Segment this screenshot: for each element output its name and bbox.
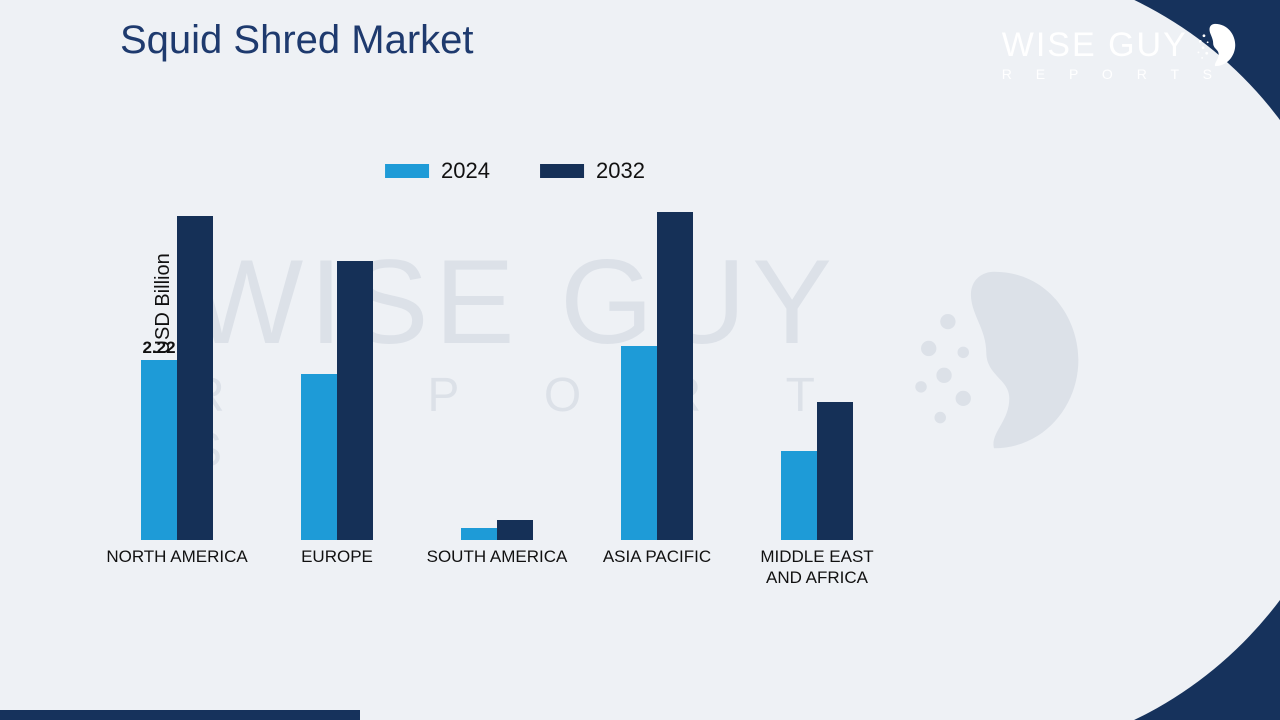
chart-plot-area: 2.22NORTH AMERICA EUROPE SOUTH AMERICA ASIA… [135,200,935,540]
bar-2024 [461,528,497,540]
bar-2032 [337,261,373,540]
category-label: MIDDLE EAST AND AFRICA [742,540,892,589]
category-label: SOUTH AMERICA [422,540,572,567]
brand-line1: WISE GUY [1002,26,1188,65]
category-label: EUROPE [262,540,412,567]
legend-swatch-2032 [540,164,584,178]
legend-label-2024: 2024 [441,158,490,184]
legend-swatch-2024 [385,164,429,178]
legend-item-2024: 2024 [385,158,490,184]
bar-2032 [177,216,213,540]
bar-2032 [817,402,853,540]
bar-2032 [497,520,533,540]
bar-value-label: 2.22 [141,338,177,360]
brand-line2: R E P O R T S [1002,66,1258,82]
page-title: Squid Shred Market [120,18,474,63]
bottom-accent-stripe [0,710,360,720]
market-chart: Market Size in USD Billion 2024 2032 2.2… [95,160,935,580]
bar-2024 [301,374,337,540]
bar-group: SOUTH AMERICA [461,520,533,540]
bar-2024 [621,346,657,540]
bar-group: 2.22NORTH AMERICA [141,216,213,540]
bar-group: EUROPE [301,261,373,540]
brand-head-icon [1192,22,1238,68]
bar-2024 [781,451,817,540]
category-label: ASIA PACIFIC [582,540,732,567]
category-label: NORTH AMERICA [102,540,252,567]
bar-group: MIDDLE EAST AND AFRICA [781,402,853,540]
bar-group: ASIA PACIFIC [621,212,693,540]
bar-2032 [657,212,693,540]
bar-2024: 2.22 [141,360,177,540]
chart-legend: 2024 2032 [385,158,645,184]
legend-item-2032: 2032 [540,158,645,184]
legend-label-2032: 2032 [596,158,645,184]
brand-logo: WISE GUY R E P O R T S [1002,22,1258,82]
